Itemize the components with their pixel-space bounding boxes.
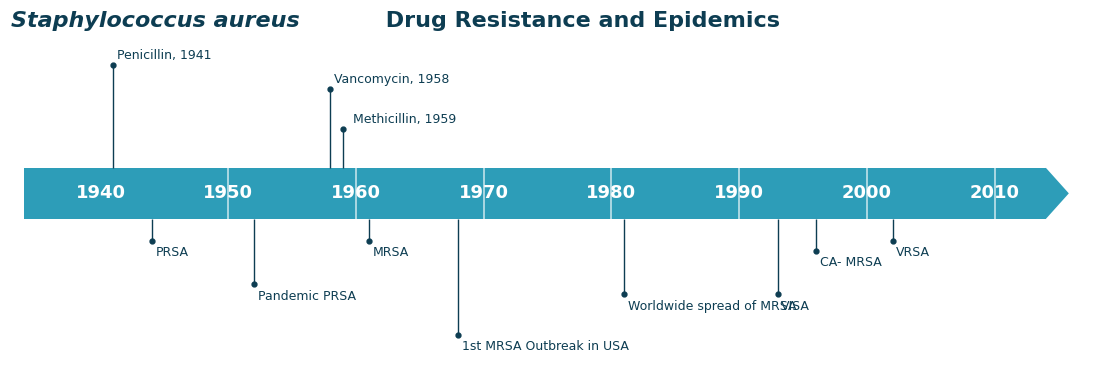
Text: VISA: VISA: [781, 300, 810, 313]
Text: Vancomycin, 1958: Vancomycin, 1958: [335, 73, 450, 86]
Text: Penicillin, 1941: Penicillin, 1941: [117, 49, 212, 62]
Text: 1950: 1950: [203, 184, 254, 203]
Text: Staphylococcus aureus: Staphylococcus aureus: [11, 11, 300, 32]
Text: 1st MRSA Outbreak in USA: 1st MRSA Outbreak in USA: [462, 340, 629, 353]
Text: Methicillin, 1959: Methicillin, 1959: [353, 113, 456, 126]
Text: PRSA: PRSA: [155, 246, 188, 259]
Text: VRSA: VRSA: [896, 246, 931, 259]
Text: 1990: 1990: [715, 184, 765, 203]
Text: Worldwide spread of MRSA: Worldwide spread of MRSA: [628, 300, 797, 313]
Text: Drug Resistance and Epidemics: Drug Resistance and Epidemics: [378, 11, 780, 32]
Text: 1970: 1970: [459, 184, 509, 203]
FancyArrow shape: [1046, 168, 1069, 219]
Text: CA- MRSA: CA- MRSA: [820, 256, 882, 269]
Text: 2010: 2010: [970, 184, 1019, 203]
Text: 2000: 2000: [842, 184, 892, 203]
Text: 1960: 1960: [331, 184, 381, 203]
Text: MRSA: MRSA: [372, 246, 409, 259]
Text: Pandemic PRSA: Pandemic PRSA: [258, 290, 356, 303]
Text: 1980: 1980: [586, 184, 637, 203]
Text: 1940: 1940: [75, 184, 125, 203]
FancyBboxPatch shape: [24, 168, 1046, 219]
